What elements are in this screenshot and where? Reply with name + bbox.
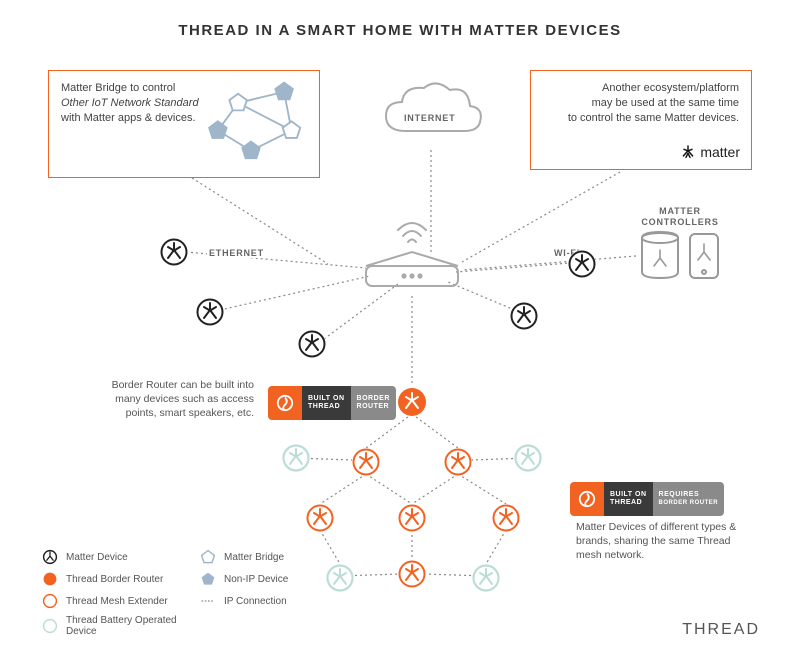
thread-badge-icon [578, 490, 596, 508]
router-icon [362, 248, 462, 296]
legend-battery-icon [42, 618, 58, 634]
mesh-extender-node [352, 448, 380, 476]
matter-brand-text: matter [700, 144, 740, 160]
callout-right-l3: to control the same Matter devices. [568, 112, 739, 124]
matter-device-node [298, 330, 326, 358]
wifi-icon [395, 218, 429, 246]
legend-extender-icon [42, 593, 58, 609]
page-title: THREAD IN A SMART HOME WITH MATTER DEVIC… [0, 22, 800, 39]
legend-ipconn-icon [200, 593, 216, 609]
label-controllers: MATTER CONTROLLERS [640, 206, 720, 228]
matter-icon [680, 144, 696, 160]
callout-right-l2: may be used at the same time [592, 97, 739, 109]
note-border-router: Border Router can be built into many dev… [104, 378, 254, 421]
legend-matter-device-icon [42, 549, 58, 565]
callout-left-l1: Matter Bridge to control [61, 82, 175, 94]
battery-device-node [472, 564, 500, 592]
mesh-extender-node [398, 560, 426, 588]
legend-nonip-icon [200, 571, 216, 587]
callout-matter-bridge: Matter Bridge to control Other IoT Netwo… [48, 70, 320, 178]
legend-border-router-icon [42, 571, 58, 587]
mesh-extender-node [492, 504, 520, 532]
legend-bridge-icon [200, 549, 216, 565]
border-router-node [398, 388, 426, 416]
battery-device-node [514, 444, 542, 472]
matter-device-node [196, 298, 224, 326]
badge-border-router: BUILT ONTHREAD BORDERROUTER [268, 386, 396, 420]
label-ethernet: ETHERNET [207, 248, 266, 258]
thread-badge-icon [276, 394, 294, 412]
bridge-network-icon [191, 79, 311, 171]
matter-device-node [160, 238, 188, 266]
controllers-icon [634, 228, 730, 282]
mesh-extender-node [306, 504, 334, 532]
note-mesh-devices: Matter Devices of different types & bran… [576, 520, 746, 563]
matter-logo: matter [680, 144, 740, 160]
badge-requires-router: BUILT ONTHREAD REQUIRESBORDER ROUTER [570, 482, 724, 516]
callout-left-l3: with Matter apps & devices. [61, 112, 196, 124]
matter-device-node [568, 250, 596, 278]
label-internet: INTERNET [404, 113, 455, 123]
matter-device-node [510, 302, 538, 330]
callout-left-l2: Other IoT Network Standard [61, 97, 199, 109]
battery-device-node [326, 564, 354, 592]
legend: Matter Device Matter Bridge Thread Borde… [42, 549, 340, 637]
mesh-extender-node [398, 504, 426, 532]
battery-device-node [282, 444, 310, 472]
mesh-extender-node [444, 448, 472, 476]
thread-logo: THREAD [682, 621, 760, 639]
cloud-icon [376, 76, 486, 146]
callout-right-l1: Another ecosystem/platform [602, 82, 739, 94]
